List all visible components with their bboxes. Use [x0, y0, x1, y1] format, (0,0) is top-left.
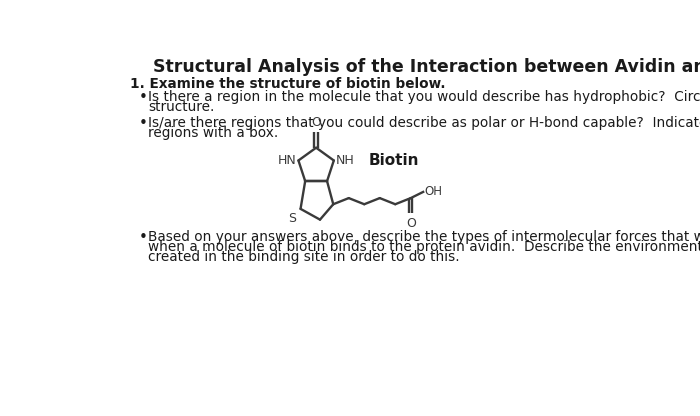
Text: Structural Analysis of the Interaction between Avidin and Biotin: Structural Analysis of the Interaction b… [153, 58, 700, 77]
Text: 1. Examine the structure of biotin below.: 1. Examine the structure of biotin below… [130, 77, 446, 91]
Text: OH: OH [425, 186, 442, 198]
Text: created in the binding site in order to do this.: created in the binding site in order to … [148, 250, 460, 264]
Text: NH: NH [336, 154, 355, 167]
Text: •: • [139, 116, 148, 131]
Text: regions with a box.: regions with a box. [148, 126, 278, 140]
Text: S: S [288, 212, 296, 225]
Text: •: • [139, 90, 148, 105]
Text: Is/are there regions that you could describe as polar or H-bond capable?  Indica: Is/are there regions that you could desc… [148, 116, 700, 130]
Text: structure.: structure. [148, 100, 214, 114]
Text: when a molecule of biotin binds to the protein avidin.  Describe the environment: when a molecule of biotin binds to the p… [148, 240, 700, 254]
Text: Biotin: Biotin [369, 153, 419, 168]
Text: Is there a region in the molecule that you would describe has hydrophobic?  Circ: Is there a region in the molecule that y… [148, 90, 700, 104]
Text: O: O [312, 116, 321, 129]
Text: HN: HN [277, 154, 296, 167]
Text: •: • [139, 230, 148, 245]
Text: O: O [406, 217, 416, 230]
Text: Based on your answers above, describe the types of intermolecular forces that wo: Based on your answers above, describe th… [148, 230, 700, 244]
